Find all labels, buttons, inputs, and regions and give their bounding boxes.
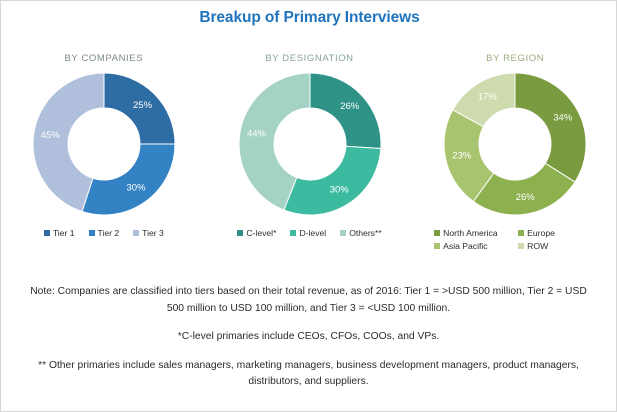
legend-by-companies: Tier 1 Tier 2 Tier 3 bbox=[37, 228, 171, 238]
legend-label: Tier 3 bbox=[142, 228, 164, 238]
donut-slices-by-companies bbox=[32, 72, 176, 216]
donut-slice-label: 30% bbox=[329, 185, 349, 196]
donut-slice-label: 34% bbox=[553, 112, 573, 123]
donut-svg-by-companies: 25% 30% 45% bbox=[32, 72, 176, 216]
donut-slices-by-region bbox=[443, 72, 587, 216]
legend-label: Asia Pacific bbox=[443, 241, 488, 251]
panel-by-region: BY REGION 34% 26% 23% 17% North America Eur… bbox=[412, 53, 616, 278]
legend-label: North America bbox=[443, 228, 498, 238]
legend-label: ROW bbox=[527, 241, 549, 251]
donut-svg-by-designation: 26% 30% 44% bbox=[238, 72, 381, 216]
legend-swatch-icon bbox=[43, 230, 50, 236]
donut-chart-by-designation: 26% 30% 44% bbox=[235, 69, 385, 219]
legend-label: Tier 1 bbox=[52, 228, 75, 238]
legend-item[interactable]: Europe bbox=[518, 228, 598, 238]
legend-item[interactable]: ROW bbox=[518, 241, 598, 251]
notes-section: Note: Companies are classified into tier… bbox=[29, 284, 588, 391]
legend-swatch-icon bbox=[340, 230, 347, 236]
legend-item[interactable]: C-level* bbox=[237, 228, 276, 238]
legend-item[interactable]: Tier 1 bbox=[43, 228, 75, 238]
donut-slice-label: 23% bbox=[452, 150, 472, 161]
legend-label: Others** bbox=[349, 228, 382, 238]
legend-label: C-level* bbox=[246, 228, 277, 238]
legend-swatch-icon bbox=[237, 230, 244, 236]
page-title: Breakup of Primary Interviews bbox=[199, 9, 420, 26]
panel-heading-by-region: BY REGION bbox=[486, 53, 545, 64]
donut-chart-by-region: 34% 26% 23% 17% bbox=[440, 69, 590, 219]
donut-slice-label: 25% bbox=[133, 100, 153, 111]
legend-item[interactable]: D-level bbox=[290, 228, 326, 238]
legend-item[interactable]: North America bbox=[434, 228, 514, 238]
legend-by-region: North America Europe Asia Pacific ROW bbox=[426, 228, 604, 251]
legend-item[interactable]: Asia Pacific bbox=[434, 241, 514, 251]
legend-label: Europe bbox=[527, 228, 555, 238]
donut-chart-by-companies: 25% 30% 45% bbox=[29, 69, 179, 219]
legend-swatch-icon bbox=[518, 230, 525, 236]
legend-item[interactable]: Tier 3 bbox=[133, 228, 164, 238]
donut-slice-label: 26% bbox=[516, 192, 536, 203]
note-c-level: *C-level primaries include CEOs, CFOs, C… bbox=[177, 331, 440, 342]
legend-swatch-icon bbox=[88, 230, 95, 236]
legend-swatch-icon bbox=[434, 230, 441, 236]
legend-by-designation: C-level* D-level Others** bbox=[230, 228, 388, 238]
donut-svg-by-region: 34% 26% 23% 17% bbox=[443, 72, 587, 216]
donut-slice[interactable] bbox=[309, 72, 381, 149]
donut-slice-label: 26% bbox=[340, 101, 360, 112]
note-tiers: Note: Companies are classified into tier… bbox=[30, 286, 587, 314]
donut-slice-labels-by-designation: 26% 30% 44% bbox=[246, 101, 359, 195]
legend-swatch-icon bbox=[133, 230, 140, 236]
note-others: ** Other primaries include sales manager… bbox=[38, 359, 579, 388]
donut-slice-label: 30% bbox=[126, 183, 146, 194]
panel-heading-by-companies: BY COMPANIES bbox=[64, 53, 144, 64]
donut-slice-label: 17% bbox=[478, 92, 498, 103]
donut-slice[interactable] bbox=[81, 143, 176, 216]
donut-slice[interactable] bbox=[472, 162, 576, 216]
panel-by-companies: BY COMPANIES 25% 30% 45% Tier 1 Tier 2 bbox=[1, 53, 207, 278]
legend-swatch-icon bbox=[518, 243, 525, 249]
donut-slice[interactable] bbox=[32, 72, 105, 213]
donut-slice[interactable] bbox=[282, 145, 381, 216]
donut-slice[interactable] bbox=[238, 72, 310, 211]
donut-slices-by-designation bbox=[238, 72, 381, 216]
panel-by-designation: BY DESIGNATION 26% 30% 44% C-level* D-leve… bbox=[207, 53, 413, 278]
legend-label: Tier 2 bbox=[97, 228, 120, 238]
donut-panels-row: BY COMPANIES 25% 30% 45% Tier 1 Tier 2 bbox=[1, 53, 616, 278]
donut-slice[interactable] bbox=[452, 72, 516, 128]
legend-item[interactable]: Tier 2 bbox=[88, 228, 120, 238]
legend-item[interactable]: Others** bbox=[340, 228, 382, 238]
legend-swatch-icon bbox=[290, 230, 297, 236]
donut-slice-label: 44% bbox=[246, 128, 266, 139]
donut-slice[interactable] bbox=[514, 72, 587, 183]
legend-swatch-icon bbox=[434, 243, 441, 249]
panel-heading-by-designation: BY DESIGNATION bbox=[265, 53, 354, 64]
donut-slice-label: 45% bbox=[40, 130, 60, 141]
donut-slice-labels-by-companies: 25% 30% 45% bbox=[40, 100, 152, 194]
donut-slice-labels-by-region: 34% 26% 23% 17% bbox=[452, 92, 573, 203]
legend-label: D-level bbox=[299, 228, 327, 238]
